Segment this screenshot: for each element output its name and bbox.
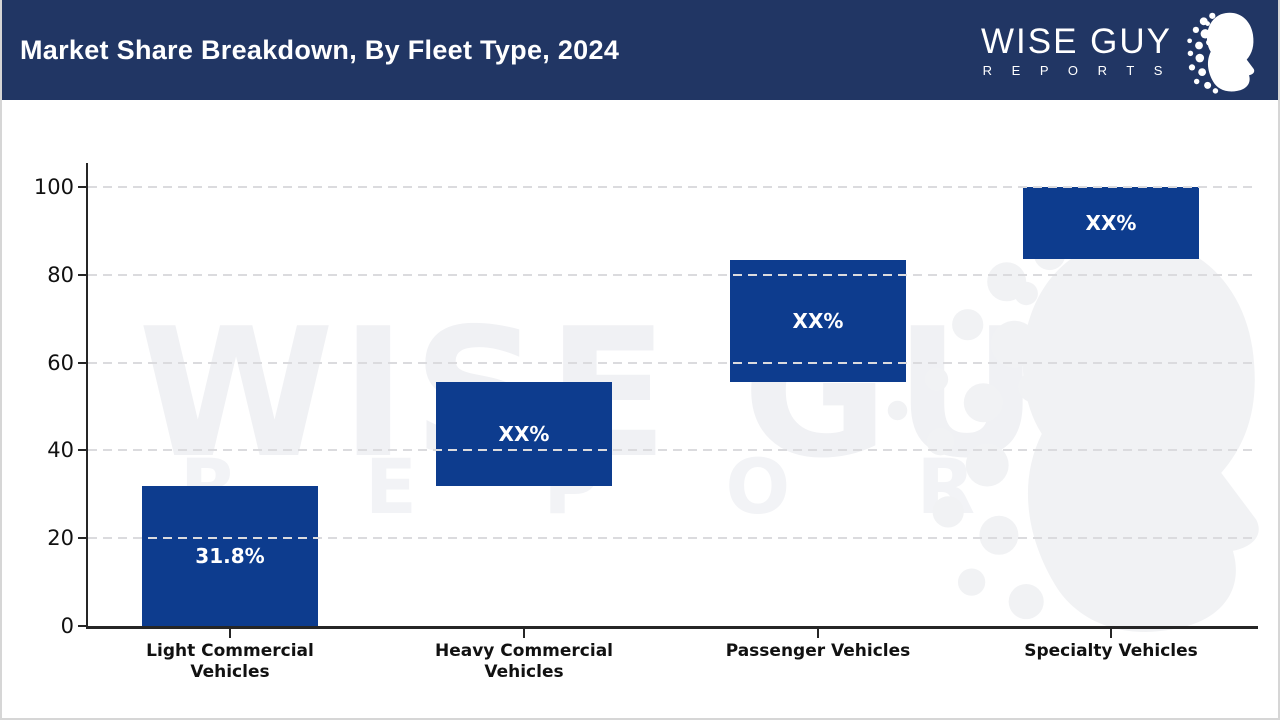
y-tick-mark [78, 449, 86, 452]
x-category-label: Light Commercial Vehicles [146, 641, 314, 683]
x-tick-mark [817, 629, 819, 638]
bar-1 [142, 486, 318, 626]
logo-wordmark: WISE GUY [980, 22, 1172, 62]
page-title: Market Share Breakdown, By Fleet Type, 2… [20, 34, 620, 65]
logo-text: WISE GUY R E P O R T S [980, 22, 1172, 78]
bar-2 [436, 382, 612, 487]
gridline-80 [88, 273, 1258, 276]
wise-guy-reports-logo: WISE GUY R E P O R T S [981, 8, 1258, 94]
y-tick-label: 40 [47, 438, 74, 463]
x-axis [86, 626, 1258, 629]
y-tick-mark [78, 537, 86, 540]
chart-area: WISE GUY R E P O R T S 31.8% XX% XX% XX% 0 20… [0, 100, 1280, 720]
gridline-20 [88, 537, 1258, 540]
bar-value-label: XX% [1085, 211, 1137, 236]
dotted-head-profile-icon [1187, 12, 1255, 94]
gridline-40 [88, 449, 1258, 452]
y-tick-label: 20 [47, 526, 74, 551]
header-bar: Market Share Breakdown, By Fleet Type, 2… [0, 0, 1280, 100]
y-axis [86, 163, 88, 629]
y-tick-mark [78, 361, 86, 364]
y-tick-mark [78, 186, 86, 188]
x-category-label: Passenger Vehicles [725, 641, 911, 661]
watermark-head-profile [887, 238, 1259, 632]
y-tick-label: 0 [60, 614, 74, 638]
bar-value-label: 31.8% [195, 544, 265, 569]
y-tick-mark [78, 625, 86, 627]
x-category-label: Heavy Commercial Vehicles [434, 641, 613, 683]
gridline-60 [88, 361, 1258, 364]
gridline-100 [88, 186, 1258, 188]
bar-value-label: XX% [792, 309, 844, 334]
x-tick-mark [523, 629, 525, 638]
y-tick-label: 80 [47, 262, 74, 287]
bar-value-label: XX% [498, 422, 550, 447]
y-tick-mark [78, 273, 86, 276]
x-tick-mark [1110, 629, 1112, 638]
x-tick-mark [229, 629, 231, 638]
logo-subtitle: R E P O R T S [982, 62, 1171, 78]
bar-4 [1023, 187, 1199, 260]
x-category-label: Specialty Vehicles [1024, 641, 1198, 661]
y-tick-label: 60 [47, 350, 74, 375]
y-tick-label: 100 [33, 175, 74, 199]
